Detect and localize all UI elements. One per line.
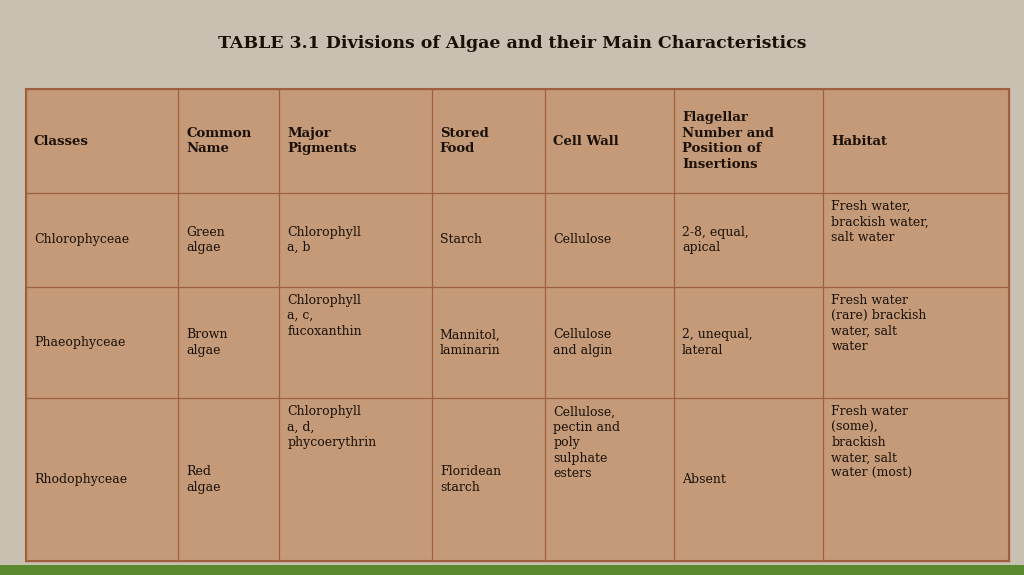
Text: Cell Wall: Cell Wall — [553, 135, 618, 148]
Text: Starch: Starch — [439, 233, 481, 247]
Text: Brown
algae: Brown algae — [186, 328, 227, 357]
Text: Cellulose: Cellulose — [553, 233, 611, 247]
Text: Habitat: Habitat — [831, 135, 888, 148]
Text: Common
Name: Common Name — [186, 127, 252, 155]
Text: Absent: Absent — [682, 473, 726, 486]
Text: Classes: Classes — [34, 135, 89, 148]
Text: Red
algae: Red algae — [186, 465, 221, 494]
Text: Fresh water
(rare) brackish
water, salt
water: Fresh water (rare) brackish water, salt … — [831, 294, 927, 353]
Text: Chlorophyll
a, d,
phycoerythrin: Chlorophyll a, d, phycoerythrin — [288, 405, 377, 449]
Text: Green
algae: Green algae — [186, 226, 225, 254]
Text: Cellulose,
pectin and
poly
sulphate
esters: Cellulose, pectin and poly sulphate este… — [553, 405, 621, 480]
Text: Phaeophyceae: Phaeophyceae — [34, 336, 125, 349]
Bar — [26, 89, 1009, 561]
Text: Major
Pigments: Major Pigments — [288, 127, 356, 155]
Text: 2, unequal,
lateral: 2, unequal, lateral — [682, 328, 753, 357]
Text: Mannitol,
laminarin: Mannitol, laminarin — [439, 328, 501, 357]
Text: Flagellar
Number and
Position of
Insertions: Flagellar Number and Position of Inserti… — [682, 112, 774, 171]
Text: Chlorophyll
a, b: Chlorophyll a, b — [288, 226, 361, 254]
Text: Chlorophyceae: Chlorophyceae — [34, 233, 129, 247]
Text: Rhodophyceae: Rhodophyceae — [34, 473, 127, 486]
Text: Stored
Food: Stored Food — [439, 127, 488, 155]
Text: Cellulose
and algin: Cellulose and algin — [553, 328, 612, 357]
Text: Fresh water
(some),
brackish
water, salt
water (most): Fresh water (some), brackish water, salt… — [831, 405, 912, 480]
Text: Chlorophyll
a, c,
fucoxanthin: Chlorophyll a, c, fucoxanthin — [288, 294, 361, 338]
Bar — [0, 565, 1024, 575]
Text: 2-8, equal,
apical: 2-8, equal, apical — [682, 226, 749, 254]
Text: Floridean
starch: Floridean starch — [439, 465, 501, 494]
Text: TABLE 3.1 Divisions of Algae and their Main Characteristics: TABLE 3.1 Divisions of Algae and their M… — [218, 34, 806, 52]
Text: Fresh water,
brackish water,
salt water: Fresh water, brackish water, salt water — [831, 200, 929, 244]
